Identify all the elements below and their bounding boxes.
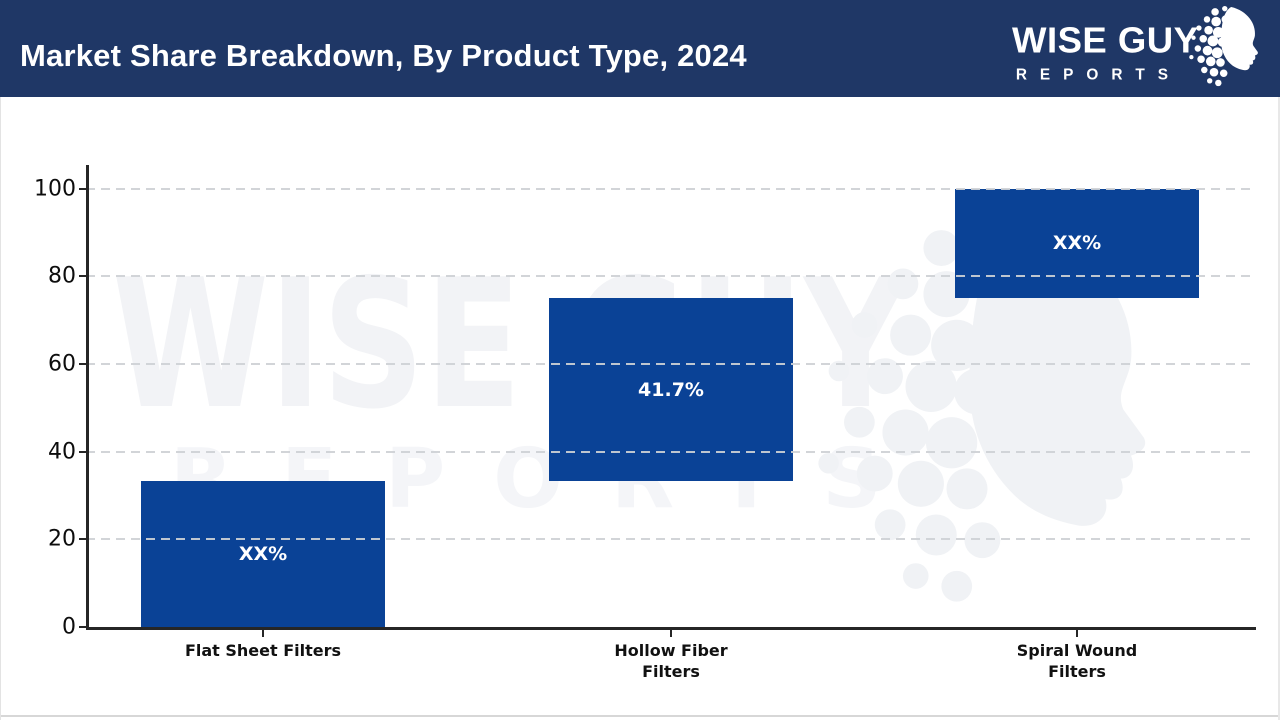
bar-segment — [955, 188, 1199, 299]
x-axis-line — [86, 627, 1256, 630]
x-axis-category-label: Hollow Fiber Filters — [614, 641, 728, 681]
y-axis-tick — [79, 362, 86, 365]
gridline — [86, 187, 1256, 190]
y-axis-tick — [79, 450, 86, 453]
x-axis-category-label: Flat Sheet Filters — [184, 641, 342, 660]
logo-dot-head-icon — [1189, 5, 1258, 86]
y-axis-tick — [79, 187, 86, 190]
wise-guy-reports-logo: WISE GUY REPORTS — [1012, 5, 1258, 86]
bar-value-label: 41.7% — [638, 378, 704, 401]
header-bar: Market Share Breakdown, By Product Type,… — [0, 0, 1280, 97]
bar-segment — [549, 298, 793, 481]
gridline — [86, 362, 1256, 365]
y-axis-tick-label: 20 — [48, 526, 76, 552]
y-axis-tick-label: 100 — [34, 176, 76, 201]
logo-wordmark: WISE GUY — [1012, 19, 1198, 60]
y-axis-tick-label: 60 — [48, 351, 76, 377]
y-axis-tick — [79, 275, 86, 278]
x-axis-category-label: Spiral Wound Filters — [1016, 641, 1138, 681]
y-axis-tick-label: 80 — [48, 263, 76, 289]
gridline — [86, 538, 1256, 541]
y-axis-tick-label: 40 — [48, 439, 76, 465]
gridline — [86, 275, 1256, 278]
page-right-border — [1278, 97, 1280, 720]
x-axis-tick — [1076, 629, 1078, 637]
bar-segment — [141, 480, 385, 627]
logo-subtext: REPORTS — [1016, 66, 1181, 83]
y-axis-tick-label: 0 — [62, 614, 76, 640]
x-axis-tick — [670, 629, 672, 637]
bar-value-label: XX% — [238, 542, 288, 565]
page-left-border — [0, 97, 1, 720]
x-axis-tick — [262, 629, 264, 637]
bar-value-label: XX% — [1052, 232, 1102, 255]
y-axis-tick — [79, 538, 86, 541]
gridline — [86, 450, 1256, 453]
page-title: Market Share Breakdown, By Product Type,… — [20, 37, 747, 73]
y-axis-line — [86, 165, 89, 629]
y-axis-tick — [79, 626, 86, 628]
page-bottom-border — [0, 715, 1280, 717]
